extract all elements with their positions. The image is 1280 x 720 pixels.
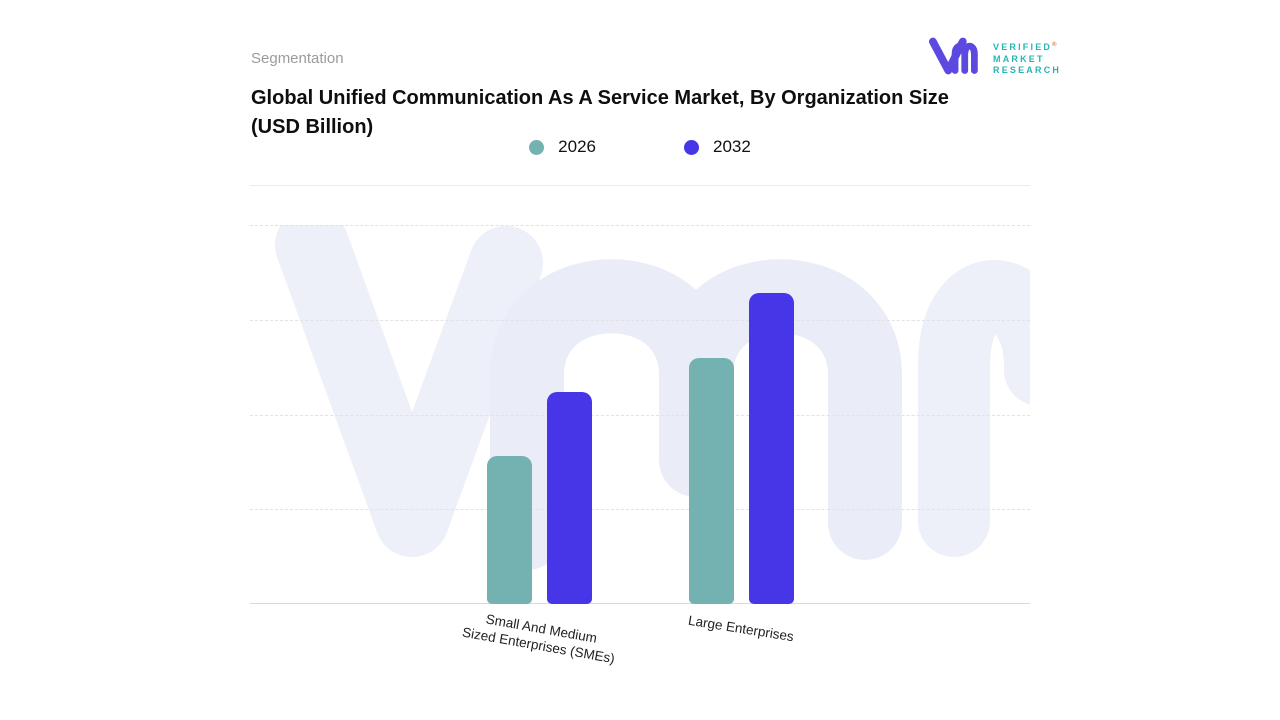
section-label: Segmentation [251, 50, 344, 67]
x-axis-baseline [250, 603, 1030, 604]
legend-swatch [529, 139, 545, 155]
chart-title-line1: Global Unified Communication As A Servic… [251, 87, 949, 109]
vmr-logo-text: VERIFIED® MARKET RESEARCH [993, 42, 1062, 76]
vmr-logo-mark-icon [928, 34, 986, 83]
chart-title: Global Unified Communication As A Servic… [251, 84, 1011, 142]
legend-item-2026: 2026 [529, 137, 596, 157]
gridline [250, 509, 1030, 511]
registered-mark: ® [1052, 42, 1057, 49]
gridline [250, 414, 1030, 416]
bar-group-smes [487, 225, 592, 604]
bar-group-large-enterprises [689, 225, 794, 604]
chart-legend: 2026 2032 [250, 137, 1030, 157]
legend-swatch [684, 139, 699, 155]
plot-area: Small And Medium Sized Enterprises (SMEs)… [250, 225, 1030, 666]
chart-title-line2: (USD Billion) [251, 116, 374, 138]
legend-label: 2032 [713, 137, 751, 156]
header-divider [250, 185, 1030, 186]
vmr-logo: VERIFIED® MARKET RESEARCH [928, 34, 1061, 83]
legend-label: 2026 [558, 137, 596, 156]
x-axis-label-smes: Small And Medium Sized Enterprises (SMEs) [439, 603, 642, 671]
bar-2032-small-and-medium-sized-enterprises-smes [547, 391, 592, 604]
gridline [250, 225, 1030, 226]
x-axis-label-large-enterprises: Large Enterprises [641, 604, 841, 652]
legend-item-2032: 2032 [684, 137, 751, 157]
gridline [250, 319, 1030, 321]
bar-2032-large-enterprises [749, 293, 794, 604]
bar-2026-small-and-medium-sized-enterprises-smes [487, 456, 532, 604]
x-axis-label-line: Large Enterprises [687, 612, 795, 645]
bar-2026-large-enterprises [689, 357, 734, 604]
